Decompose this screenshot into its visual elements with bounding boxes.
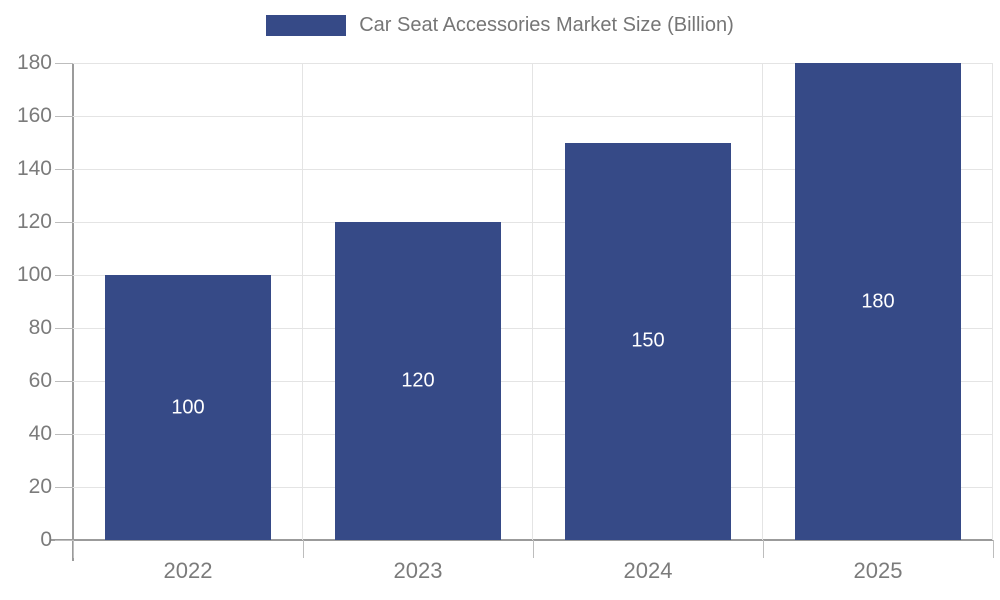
x-axis-tick xyxy=(73,540,74,558)
gridline-horizontal xyxy=(73,169,993,170)
y-axis-line xyxy=(72,63,74,561)
plot-area: 100 120 150 180 xyxy=(73,63,993,540)
gridline-vertical xyxy=(992,63,993,540)
bar-2022: 100 xyxy=(105,275,271,540)
gridline-horizontal xyxy=(73,116,993,117)
x-axis-tick xyxy=(993,540,994,558)
y-axis-tick xyxy=(55,116,73,117)
y-tick-label: 20 xyxy=(28,475,52,498)
y-axis-tick xyxy=(55,222,73,223)
y-tick-label: 60 xyxy=(28,369,52,392)
y-tick-label: 0 xyxy=(40,528,52,551)
y-tick-label: 80 xyxy=(28,316,52,339)
bar-2025: 180 xyxy=(795,63,961,540)
y-tick-label: 140 xyxy=(16,157,52,180)
x-axis-line xyxy=(50,539,993,541)
y-axis-tick xyxy=(55,328,73,329)
x-tick-label: 2023 xyxy=(393,558,443,583)
x-tick-label: 2025 xyxy=(853,558,903,583)
bar-value-label: 100 xyxy=(171,396,205,418)
y-axis-tick xyxy=(55,434,73,435)
y-tick-label: 100 xyxy=(16,263,52,286)
y-axis-tick xyxy=(55,487,73,488)
x-tick-label: 2022 xyxy=(163,558,213,583)
legend-label: Car Seat Accessories Market Size (Billio… xyxy=(359,14,734,36)
gridline-horizontal xyxy=(73,328,993,329)
y-axis-tick xyxy=(55,169,73,170)
gridline-horizontal xyxy=(73,275,993,276)
y-axis-tick xyxy=(55,540,73,541)
legend-swatch xyxy=(266,15,347,36)
x-axis-tick xyxy=(763,540,764,558)
gridline-horizontal xyxy=(73,487,993,488)
x-axis-tick xyxy=(533,540,534,558)
y-axis-tick xyxy=(55,63,73,64)
x-axis-tick xyxy=(303,540,304,558)
y-tick-label: 160 xyxy=(16,104,52,127)
gridline-vertical xyxy=(532,63,533,540)
y-tick-label: 120 xyxy=(16,210,52,233)
x-tick-label: 2024 xyxy=(623,558,673,583)
chart-legend: Car Seat Accessories Market Size (Billio… xyxy=(0,14,1000,37)
y-axis-tick xyxy=(55,381,73,382)
bar-value-label: 150 xyxy=(631,329,665,352)
gridline-horizontal xyxy=(73,434,993,435)
gridline-horizontal xyxy=(73,381,993,382)
gridline-vertical xyxy=(302,63,303,540)
gridline-vertical xyxy=(762,63,763,540)
bar-value-label: 120 xyxy=(401,369,435,392)
bar-2024: 150 xyxy=(565,142,731,540)
y-tick-label: 180 xyxy=(16,51,52,74)
gridline-horizontal xyxy=(73,222,993,223)
bar-value-label: 180 xyxy=(861,290,895,312)
y-tick-label: 40 xyxy=(28,422,52,445)
bar-2023: 120 xyxy=(335,222,501,540)
y-axis-tick xyxy=(55,275,73,276)
legend-item[interactable]: Car Seat Accessories Market Size (Billio… xyxy=(266,14,734,37)
gridline-horizontal xyxy=(73,63,993,64)
